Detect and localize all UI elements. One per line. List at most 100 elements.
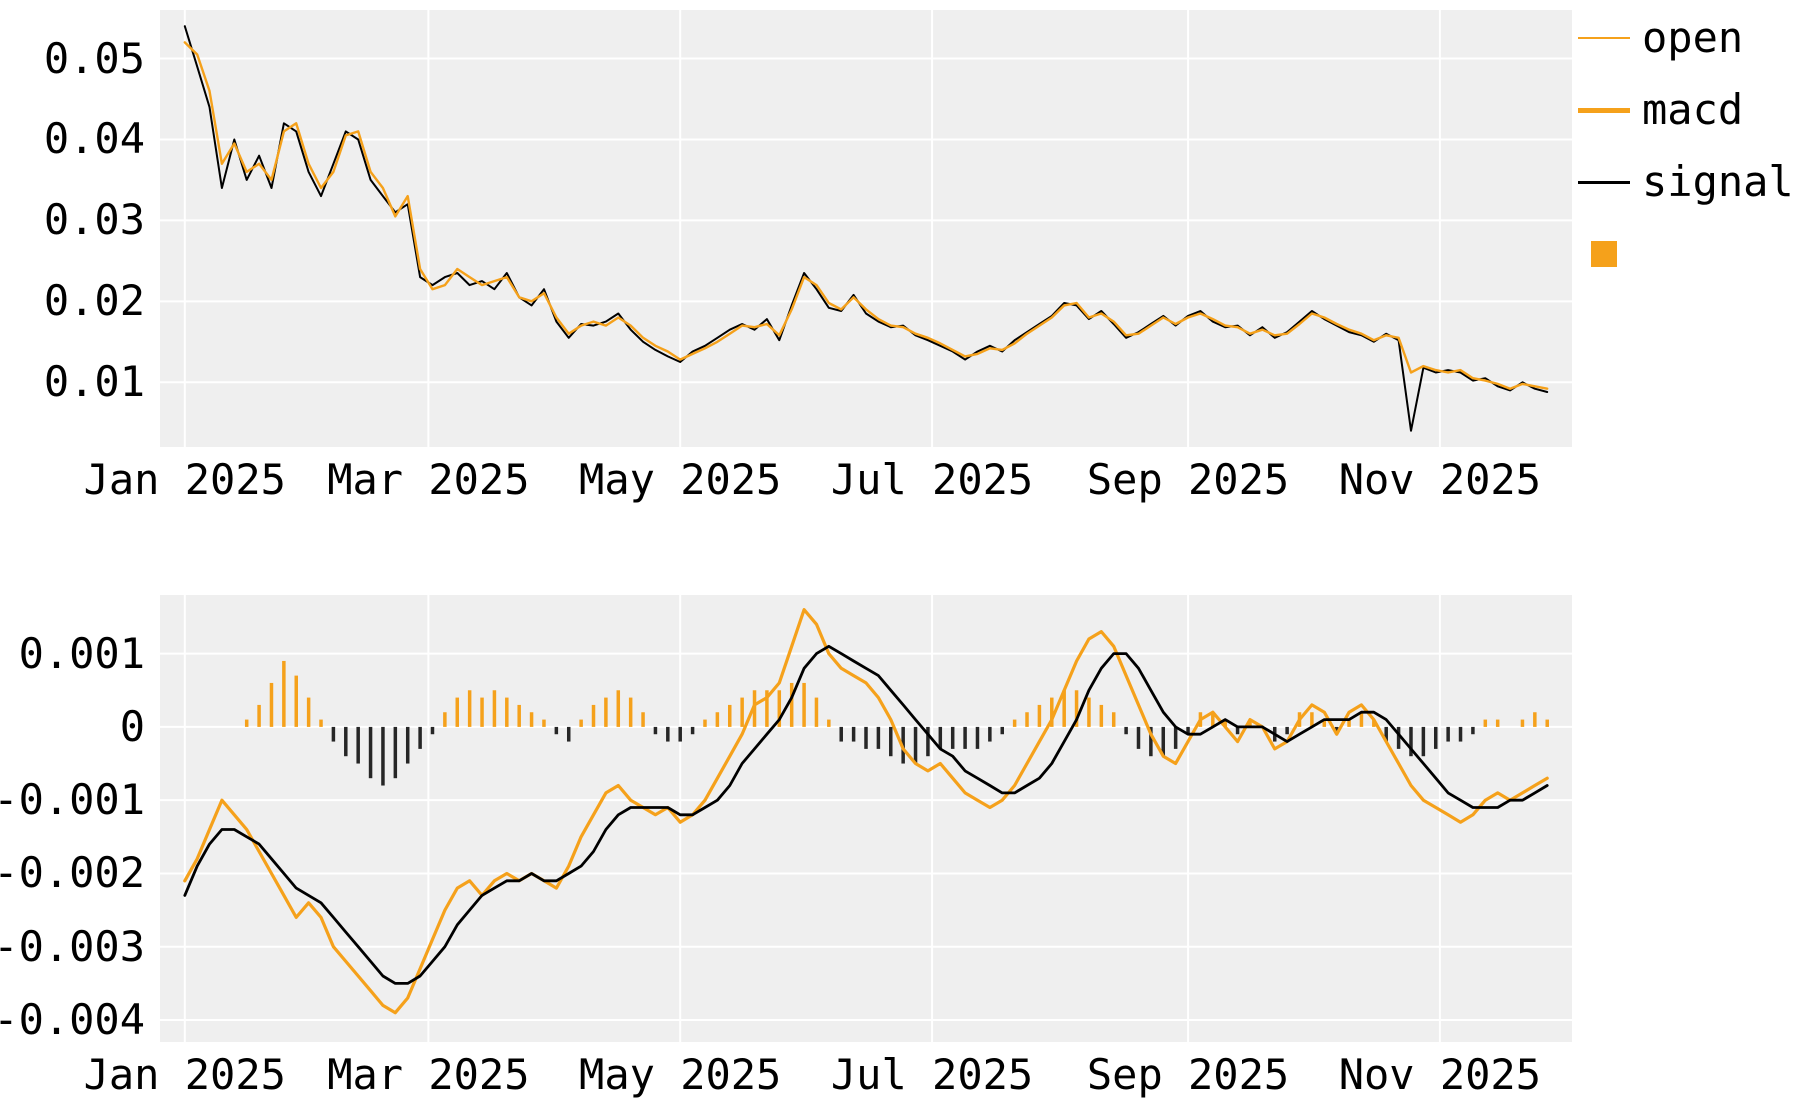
- macd-x-tick-label: Sep 2025: [1086, 1050, 1290, 1099]
- macd-histogram-bar: [1310, 712, 1314, 727]
- macd-histogram-bar: [282, 660, 286, 727]
- macd-histogram-bar: [1285, 726, 1289, 735]
- plot-background: [160, 595, 1572, 1042]
- legend-label-signal: signal: [1642, 157, 1794, 206]
- histogram-square-marker: [1591, 241, 1617, 267]
- macd-histogram-bar: [1458, 726, 1463, 742]
- macd-histogram-bar: [740, 697, 744, 727]
- macd-histogram-bar: [653, 726, 658, 735]
- macd-histogram-bar: [703, 719, 707, 727]
- macd-line-sample: [1578, 107, 1630, 113]
- macd-histogram-bar: [1062, 690, 1066, 727]
- macd-y-tick-label: -0.004: [0, 995, 145, 1045]
- macd-histogram-bar: [492, 690, 497, 727]
- macd-histogram-bar: [554, 726, 559, 735]
- signal-line-sample: [1578, 180, 1630, 184]
- macd-plot-area: [160, 595, 1572, 1042]
- macd-histogram-bar: [765, 690, 769, 727]
- macd-histogram-bar: [405, 726, 410, 764]
- legend-item-open: open: [1578, 12, 1794, 64]
- macd-histogram-bar: [1322, 719, 1327, 727]
- macd-histogram-bar: [1235, 726, 1240, 735]
- price-x-tick-label: Sep 2025: [1086, 455, 1290, 504]
- macd-histogram-bar: [777, 690, 782, 727]
- macd-histogram-bar: [851, 726, 856, 742]
- macd-histogram-bar: [430, 726, 435, 735]
- price-x-tick-label: Jul 2025: [830, 455, 1034, 504]
- macd-histogram-bar: [827, 719, 831, 727]
- macd-histogram-bar: [269, 682, 274, 727]
- price-plot-area: [160, 10, 1572, 447]
- macd-histogram-bar: [1136, 726, 1141, 749]
- legend-item-macd: macd: [1578, 84, 1794, 136]
- macd-histogram-bar: [814, 697, 819, 727]
- macd-histogram-bar: [344, 726, 348, 757]
- macd-histogram-bar: [1124, 726, 1128, 735]
- macd-y-tick-label: -0.002: [0, 848, 145, 898]
- macd-histogram-bar: [1483, 719, 1488, 727]
- macd-histogram-bar: [257, 704, 261, 727]
- macd-histogram-bar: [331, 726, 336, 742]
- macd-histogram-bar: [1409, 726, 1413, 757]
- macd-histogram-bar: [1099, 704, 1104, 727]
- macd-histogram-bar: [876, 726, 881, 749]
- legend: open macd signal: [1578, 12, 1794, 280]
- macd-x-tick-label: Jul 2025: [830, 1050, 1034, 1099]
- series-open: [183, 41, 1549, 390]
- macd-histogram-bar: [1111, 712, 1116, 727]
- macd-histogram-bar: [802, 682, 806, 727]
- macd-histogram-bar: [1434, 726, 1438, 749]
- price-x-tick-label: Jan 2025: [83, 455, 286, 504]
- macd-histogram-bar: [1074, 690, 1079, 727]
- macd-histogram-bar: [480, 697, 484, 727]
- macd-y-tick-label: 0.001: [18, 628, 145, 678]
- macd-histogram-bar: [356, 726, 360, 764]
- macd-histogram-bar: [381, 726, 385, 786]
- macd-histogram-bar: [1396, 726, 1401, 749]
- macd-histogram-bar: [579, 719, 583, 727]
- macd-histogram-bar: [1359, 712, 1364, 727]
- macd-histogram-bar: [839, 726, 843, 742]
- macd-histogram-bar: [368, 726, 373, 779]
- macd-histogram-bar: [1173, 726, 1178, 749]
- price-x-tick-label: Nov 2025: [1338, 455, 1542, 504]
- macd-histogram-bar: [1471, 726, 1475, 735]
- macd-histogram-bar: [1025, 712, 1029, 727]
- macd-histogram-bar: [963, 726, 967, 749]
- price-y-tick-label: 0.05: [43, 33, 145, 83]
- macd-histogram-bar: [529, 712, 534, 727]
- series-signal: [183, 644, 1549, 985]
- macd-histogram-bar: [1161, 726, 1166, 757]
- macd-histogram-bar: [1037, 704, 1042, 727]
- macd-histogram-bar: [628, 697, 633, 727]
- macd-histogram-bar: [1186, 726, 1190, 735]
- macd-histogram-bar: [1000, 726, 1004, 735]
- macd-histogram-bar: [1545, 719, 1549, 727]
- macd-histogram-bar: [467, 690, 472, 727]
- macd-histogram-bar: [505, 697, 509, 727]
- macd-histogram-bar: [319, 719, 323, 727]
- macd-histogram-bar: [1149, 726, 1153, 757]
- macd-histogram-bar: [1384, 726, 1388, 742]
- macd-histogram-bar: [1223, 719, 1227, 727]
- legend-label-macd: macd: [1642, 85, 1744, 134]
- macd-histogram-bar: [1050, 697, 1054, 727]
- macd-histogram-bar: [616, 690, 621, 727]
- legend-label-open: open: [1642, 13, 1744, 62]
- price-x-tick-label: May 2025: [579, 455, 782, 504]
- macd-y-tick-label: -0.003: [0, 921, 145, 971]
- macd-histogram-bar: [1347, 719, 1351, 727]
- plot-background: [160, 10, 1572, 447]
- macd-histogram-bar: [975, 726, 980, 749]
- macd-histogram-bar: [913, 726, 918, 764]
- macd-histogram-bar: [926, 726, 930, 757]
- macd-histogram-bar: [678, 726, 682, 742]
- macd-histogram-bar: [1446, 726, 1450, 742]
- open-line-sample: [1578, 37, 1630, 39]
- price-y-tick-label: 0.03: [43, 195, 145, 245]
- price-y-tick-label: 0.04: [43, 114, 145, 164]
- macd-x-tick-label: Nov 2025: [1338, 1050, 1542, 1099]
- macd-histogram-bar: [938, 726, 943, 749]
- macd-x-tick-label: May 2025: [579, 1050, 782, 1099]
